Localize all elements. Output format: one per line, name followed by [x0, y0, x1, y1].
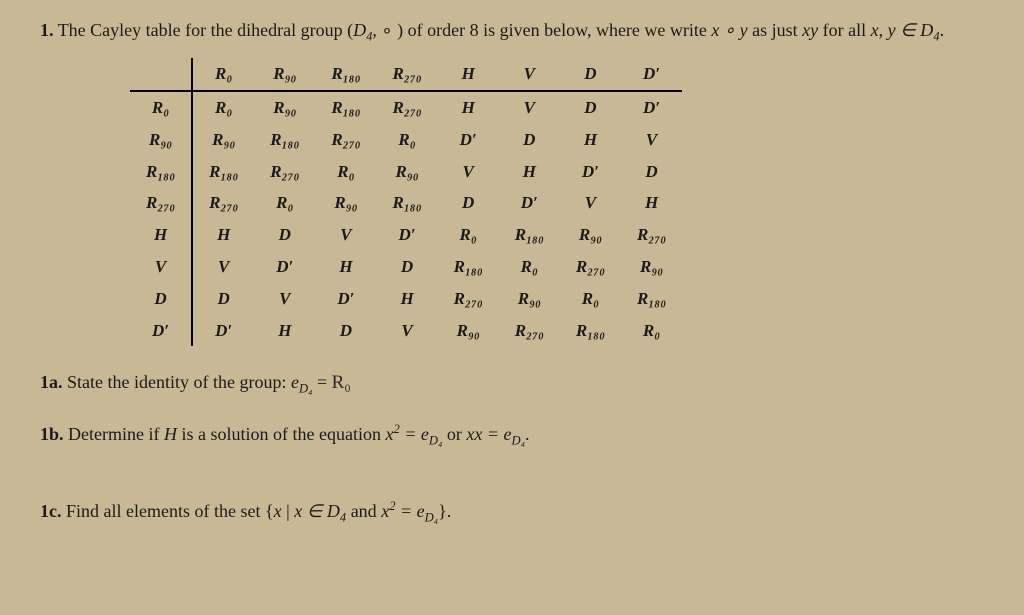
table-cell: V	[192, 251, 254, 283]
table-cell: V	[254, 283, 315, 315]
table-cell: R₂₇₀	[315, 124, 376, 156]
table-cell: H	[315, 251, 376, 283]
table-cell: R₂₇₀	[560, 251, 621, 283]
table-cell: D′	[499, 187, 560, 219]
table-cell: R₁₈₀	[621, 283, 682, 315]
table-row: R₀R₀R₉₀R₁₈₀R₂₇₀HVDD′	[130, 91, 682, 124]
table-row: R₁₈₀R₁₈₀R₂₇₀R₀R₉₀VHD′D	[130, 156, 682, 188]
table-cell: H	[438, 91, 499, 124]
table-cell: V	[499, 91, 560, 124]
table-cell: R₂₇₀	[254, 156, 315, 188]
table-header-cell: D	[560, 58, 621, 91]
table-cell: D′	[254, 251, 315, 283]
table-header-cell: H	[438, 58, 499, 91]
table-cell: H	[192, 219, 254, 251]
table-cell: R₉₀	[621, 251, 682, 283]
table-row-label: R₀	[130, 91, 192, 124]
table-cell: D	[560, 91, 621, 124]
table-cell: R₀	[438, 219, 499, 251]
table-cell: D	[621, 156, 682, 188]
table-cell: V	[377, 315, 438, 347]
table-cell: R₂₇₀	[499, 315, 560, 347]
table-cell: R₂₇₀	[621, 219, 682, 251]
table-cell: R₉₀	[315, 187, 376, 219]
table-cell: R₁₈₀	[438, 251, 499, 283]
table-cell: V	[438, 156, 499, 188]
problem-statement: 1. The Cayley table for the dihedral gro…	[40, 18, 984, 46]
table-cell: R₁₈₀	[254, 124, 315, 156]
table-cell: H	[621, 187, 682, 219]
table-header-cell: R₀	[192, 58, 254, 91]
table-cell: R₁₈₀	[192, 156, 254, 188]
table-cell: D′	[438, 124, 499, 156]
table-cell: R₉₀	[438, 315, 499, 347]
problem-number: 1.	[40, 20, 54, 40]
table-row-label: R₁₈₀	[130, 156, 192, 188]
table-header-cell: R₂₇₀	[377, 58, 438, 91]
table-cell: D	[192, 283, 254, 315]
table-cell: H	[560, 124, 621, 156]
table-cell: D′	[621, 91, 682, 124]
table-row: D′D′HDVR₉₀R₂₇₀R₁₈₀R₀	[130, 315, 682, 347]
table-cell: D	[377, 251, 438, 283]
table-header-cell: R₉₀	[254, 58, 315, 91]
table-cell: R₁₈₀	[499, 219, 560, 251]
table-cell: D′	[192, 315, 254, 347]
table-header-cell: V	[499, 58, 560, 91]
table-cell: R₀	[315, 156, 376, 188]
table-cell: D	[438, 187, 499, 219]
table-cell: R₂₇₀	[192, 187, 254, 219]
table-row-label: D	[130, 283, 192, 315]
table-cell: R₉₀	[192, 124, 254, 156]
handwritten-answer-1a: R₀	[332, 372, 351, 393]
table-cell: V	[621, 124, 682, 156]
table-cell: H	[499, 156, 560, 188]
table-cell: D	[499, 124, 560, 156]
table-cell: R₉₀	[254, 91, 315, 124]
table-cell: R₁₈₀	[560, 315, 621, 347]
question-1a: 1a. State the identity of the group: eD₄…	[40, 370, 984, 398]
table-cell: R₉₀	[499, 283, 560, 315]
table-cell: H	[377, 283, 438, 315]
table-cell: V	[315, 219, 376, 251]
table-row-label: V	[130, 251, 192, 283]
table-header-row: R₀R₉₀R₁₈₀R₂₇₀HVDD′	[130, 58, 682, 91]
question-1c: 1c. Find all elements of the set {x | x …	[40, 498, 984, 527]
table-header-cell: R₁₈₀	[315, 58, 376, 91]
table-cell: R₀	[621, 315, 682, 347]
table-row-label: D′	[130, 315, 192, 347]
table-row: DDVD′HR₂₇₀R₉₀R₀R₁₈₀	[130, 283, 682, 315]
table-cell: R₀	[254, 187, 315, 219]
cayley-table: R₀R₉₀R₁₈₀R₂₇₀HVDD′ R₀R₀R₉₀R₁₈₀R₂₇₀HVDD′R…	[130, 58, 682, 346]
table-cell: R₂₇₀	[438, 283, 499, 315]
table-cell: R₉₀	[377, 156, 438, 188]
table-cell: R₀	[560, 283, 621, 315]
table-cell: R₉₀	[560, 219, 621, 251]
table-cell: D′	[560, 156, 621, 188]
table-body: R₀R₀R₉₀R₁₈₀R₂₇₀HVDD′R₉₀R₉₀R₁₈₀R₂₇₀R₀D′DH…	[130, 91, 682, 346]
table-cell: R₁₈₀	[377, 187, 438, 219]
table-row: R₉₀R₉₀R₁₈₀R₂₇₀R₀D′DHV	[130, 124, 682, 156]
table-cell: V	[560, 187, 621, 219]
table-row: R₂₇₀R₂₇₀R₀R₉₀R₁₈₀DD′VH	[130, 187, 682, 219]
question-1b: 1b. Determine if H is a solution of the …	[40, 421, 984, 450]
table-row: VVD′HDR₁₈₀R₀R₂₇₀R₉₀	[130, 251, 682, 283]
table-cell: H	[254, 315, 315, 347]
table-cell: R₀	[192, 91, 254, 124]
table-cell: R₀	[377, 124, 438, 156]
table-cell: R₂₇₀	[377, 91, 438, 124]
table-cell: R₀	[499, 251, 560, 283]
table-cell: D′	[377, 219, 438, 251]
table-cell: D′	[315, 283, 376, 315]
table-cell: R₁₈₀	[315, 91, 376, 124]
table-cell: D	[254, 219, 315, 251]
table-row-label: R₂₇₀	[130, 187, 192, 219]
table-header-cell: D′	[621, 58, 682, 91]
table-row-label: H	[130, 219, 192, 251]
table-row-label: R₉₀	[130, 124, 192, 156]
table-row: HHDVD′R₀R₁₈₀R₉₀R₂₇₀	[130, 219, 682, 251]
table-cell: D	[315, 315, 376, 347]
